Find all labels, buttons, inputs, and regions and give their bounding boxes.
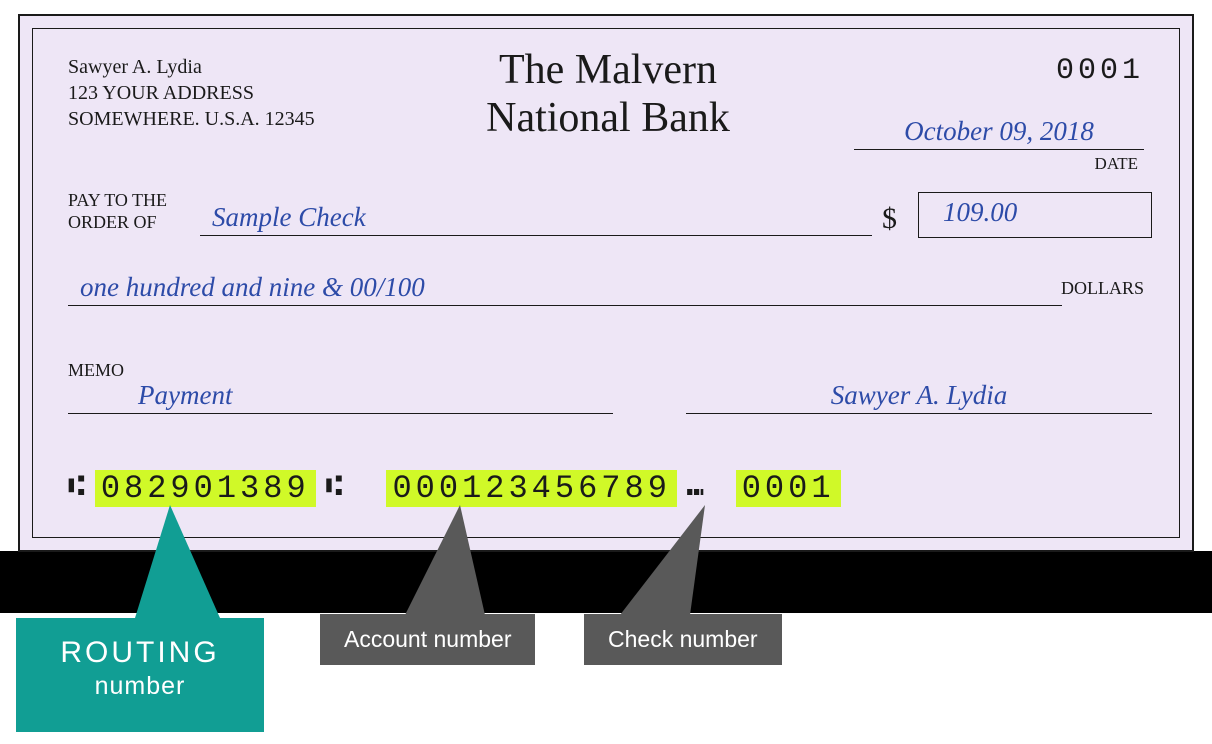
micr-symbol-mid: ⑆ xyxy=(326,473,343,504)
routing-number: 082901389 xyxy=(95,470,316,507)
date-block: October 09, 2018 DATE xyxy=(854,116,1144,174)
memo-label: MEMO xyxy=(68,360,124,381)
dollars-label: DOLLARS xyxy=(1061,278,1144,299)
checknum-pointer xyxy=(620,505,720,617)
payee-line: Sample Check xyxy=(200,202,872,236)
pay-to-label-line1: PAY TO THE xyxy=(68,190,167,212)
pay-to-label-line2: ORDER OF xyxy=(68,212,167,234)
routing-callout-line2: number xyxy=(16,672,264,701)
micr-line: ⑆ 082901389 ⑆ 000123456789 ⑉ 0001 xyxy=(68,470,841,507)
amount-words-line: one hundred and nine & 00/100 xyxy=(68,272,1062,306)
check-number-micr: 0001 xyxy=(736,470,841,507)
memo-line: Payment xyxy=(68,380,613,414)
micr-symbol-start: ⑆ xyxy=(68,473,85,504)
account-number: 000123456789 xyxy=(386,470,676,507)
account-callout: Account number xyxy=(320,614,535,665)
micr-symbol-dash: ⑉ xyxy=(687,473,704,504)
amount-numeric-box: 109.00 xyxy=(918,192,1152,238)
bank-name-line1: The Malvern xyxy=(20,46,1196,94)
routing-pointer xyxy=(135,505,235,620)
check-number-top: 0001 xyxy=(1056,54,1144,88)
signature-line: Sawyer A. Lydia xyxy=(686,380,1152,414)
check-container: Sawyer A. Lydia 123 YOUR ADDRESS SOMEWHE… xyxy=(18,14,1194,552)
dollar-sign: $ xyxy=(882,202,897,236)
account-pointer xyxy=(405,505,495,617)
date-value: October 09, 2018 xyxy=(854,116,1144,150)
routing-callout-line1: ROUTING xyxy=(16,636,264,670)
pay-to-label: PAY TO THE ORDER OF xyxy=(68,190,167,233)
checknum-callout: Check number xyxy=(584,614,782,665)
routing-callout: ROUTING number xyxy=(16,618,264,732)
date-label: DATE xyxy=(854,154,1144,174)
